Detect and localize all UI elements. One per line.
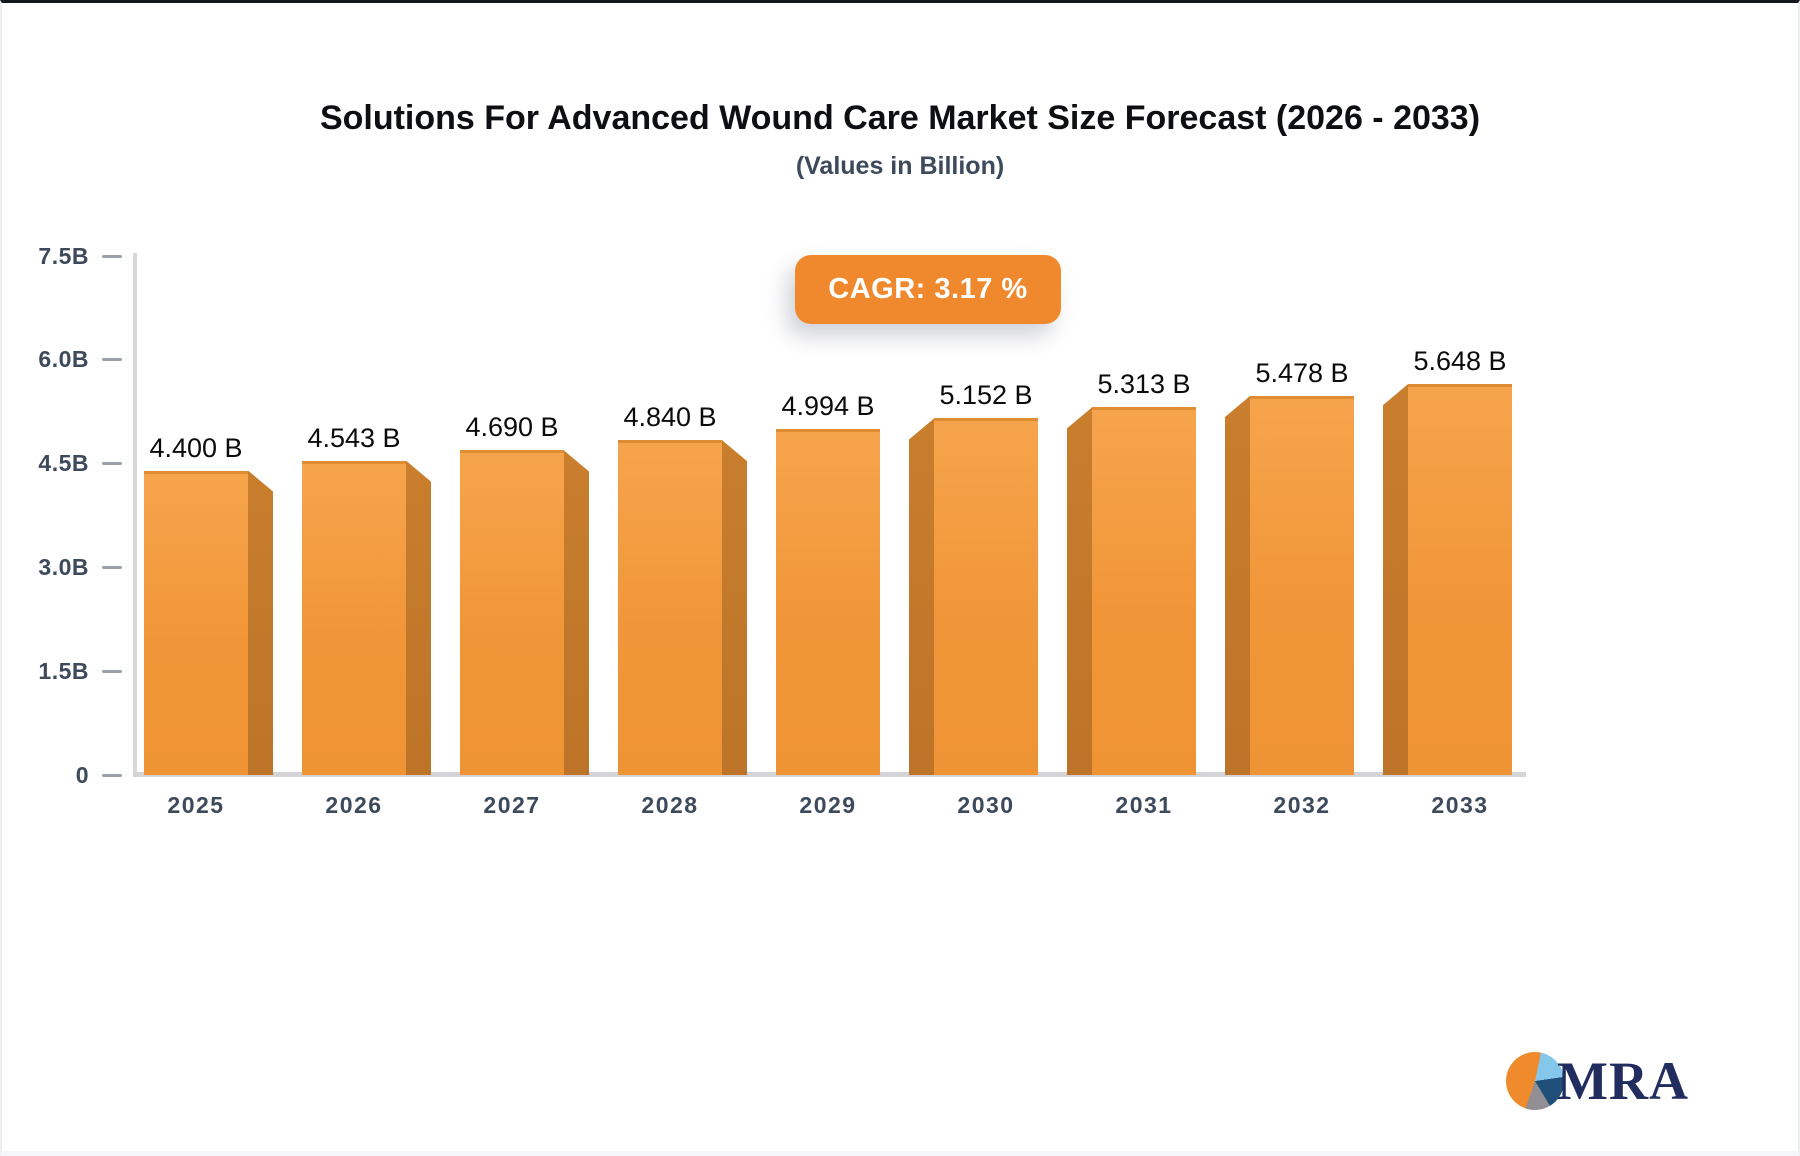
bar-3d-side <box>909 418 934 775</box>
bar-front-face <box>934 418 1038 775</box>
bar-front-face <box>1250 395 1354 775</box>
bar-front-face <box>460 450 564 775</box>
y-axis-tick-mark <box>102 358 122 362</box>
x-axis-label: 2028 <box>641 792 699 818</box>
cagr-badge: CAGR: 3.17 % <box>795 255 1061 324</box>
y-axis-tick-mark <box>102 565 122 569</box>
y-axis-tick-label: 0 <box>75 761 89 788</box>
bar-2026: 4.543 B 2026 <box>302 423 431 818</box>
y-axis-tick: 4.5B <box>20 450 122 477</box>
y-axis-tick: 7.5B <box>20 242 122 269</box>
bar-front-face <box>302 460 406 775</box>
bar-value-label: 4.690 B <box>465 412 559 443</box>
bar-value-label: 4.400 B <box>149 432 243 463</box>
x-axis-label: 2031 <box>1115 792 1173 818</box>
y-axis-tick-mark <box>102 254 122 258</box>
bar-value-label: 5.313 B <box>1097 369 1191 400</box>
bars-container: 4.400 B 2025 4.543 B 2026 4.690 B 2027 4.840 B… <box>144 256 1512 818</box>
y-axis-tick: 3.0B <box>20 553 122 580</box>
y-axis-tick-label: 7.5B <box>38 242 89 269</box>
cagr-badge-label: CAGR: 3.17 % <box>828 273 1028 305</box>
plot-area: 0 1.5B 3.0B 4.5B 6.0B 7.5B 4.400 B 2025 4.543 B… <box>2 3 1798 1151</box>
bar-front-face <box>144 470 248 775</box>
x-axis-label: 2027 <box>483 792 541 818</box>
y-axis-tick: 6.0B <box>20 346 122 373</box>
bar-2033: 5.648 B 2033 <box>1383 346 1512 818</box>
bar-value-label: 5.478 B <box>1255 357 1349 388</box>
bar-2027: 4.690 B 2027 <box>460 412 589 818</box>
bar-3d-side <box>406 460 431 775</box>
bar-2031: 5.313 B 2031 <box>1067 369 1196 818</box>
bar-value-label: 5.648 B <box>1413 346 1507 377</box>
y-axis-tick-mark <box>102 773 122 777</box>
y-axis-tick: 1.5B <box>20 657 122 684</box>
bar-front-face <box>1092 407 1196 775</box>
x-axis-label: 2025 <box>167 792 225 818</box>
bar-2030: 5.152 B 2030 <box>909 380 1038 818</box>
bar-front-face <box>618 440 722 775</box>
bar-2025: 4.400 B 2025 <box>144 433 273 818</box>
y-axis-tick-label: 3.0B <box>38 553 89 580</box>
bar-value-label: 4.543 B <box>307 422 401 453</box>
x-axis-label: 2033 <box>1431 792 1489 818</box>
bar-front-face <box>776 429 880 775</box>
pie-chart-icon <box>1506 1052 1564 1110</box>
y-axis-tick-label: 6.0B <box>38 346 89 373</box>
y-axis-tick-label: 1.5B <box>38 657 89 684</box>
bar-value-label: 4.994 B <box>781 391 875 422</box>
chart-title: Solutions For Advanced Wound Care Market… <box>319 99 1481 137</box>
bar-2029: 4.994 B 2029 <box>776 391 880 818</box>
bar-3d-side <box>564 450 589 775</box>
x-axis-label: 2026 <box>325 792 383 818</box>
bar-3d-side <box>248 470 273 775</box>
chart-subtitle: (Values in Billion) <box>795 152 1005 180</box>
y-axis-line <box>133 253 137 777</box>
bar-3d-side <box>722 440 747 775</box>
bar-value-label: 5.152 B <box>939 380 1033 411</box>
bar-3d-side <box>1067 407 1092 775</box>
bar-value-label: 4.840 B <box>623 402 717 433</box>
bar-front-face <box>1408 384 1512 775</box>
y-axis-tick-label: 4.5B <box>38 450 89 477</box>
x-axis-label: 2032 <box>1273 792 1331 818</box>
x-axis-label: 2029 <box>799 792 857 818</box>
y-axis-tick-mark <box>102 462 122 466</box>
brand-logo-text: MRA <box>1557 1051 1689 1111</box>
bar-2032: 5.478 B 2032 <box>1225 358 1354 818</box>
bar-3d-side <box>1225 395 1250 775</box>
bar-2028: 4.840 B 2028 <box>618 402 747 818</box>
x-axis-label: 2030 <box>957 792 1015 818</box>
brand-logo: MRA <box>1506 1038 1689 1124</box>
y-axis-tick-mark <box>102 669 122 673</box>
bar-3d-side <box>1383 384 1408 775</box>
y-axis-tick: 0 <box>20 761 122 788</box>
